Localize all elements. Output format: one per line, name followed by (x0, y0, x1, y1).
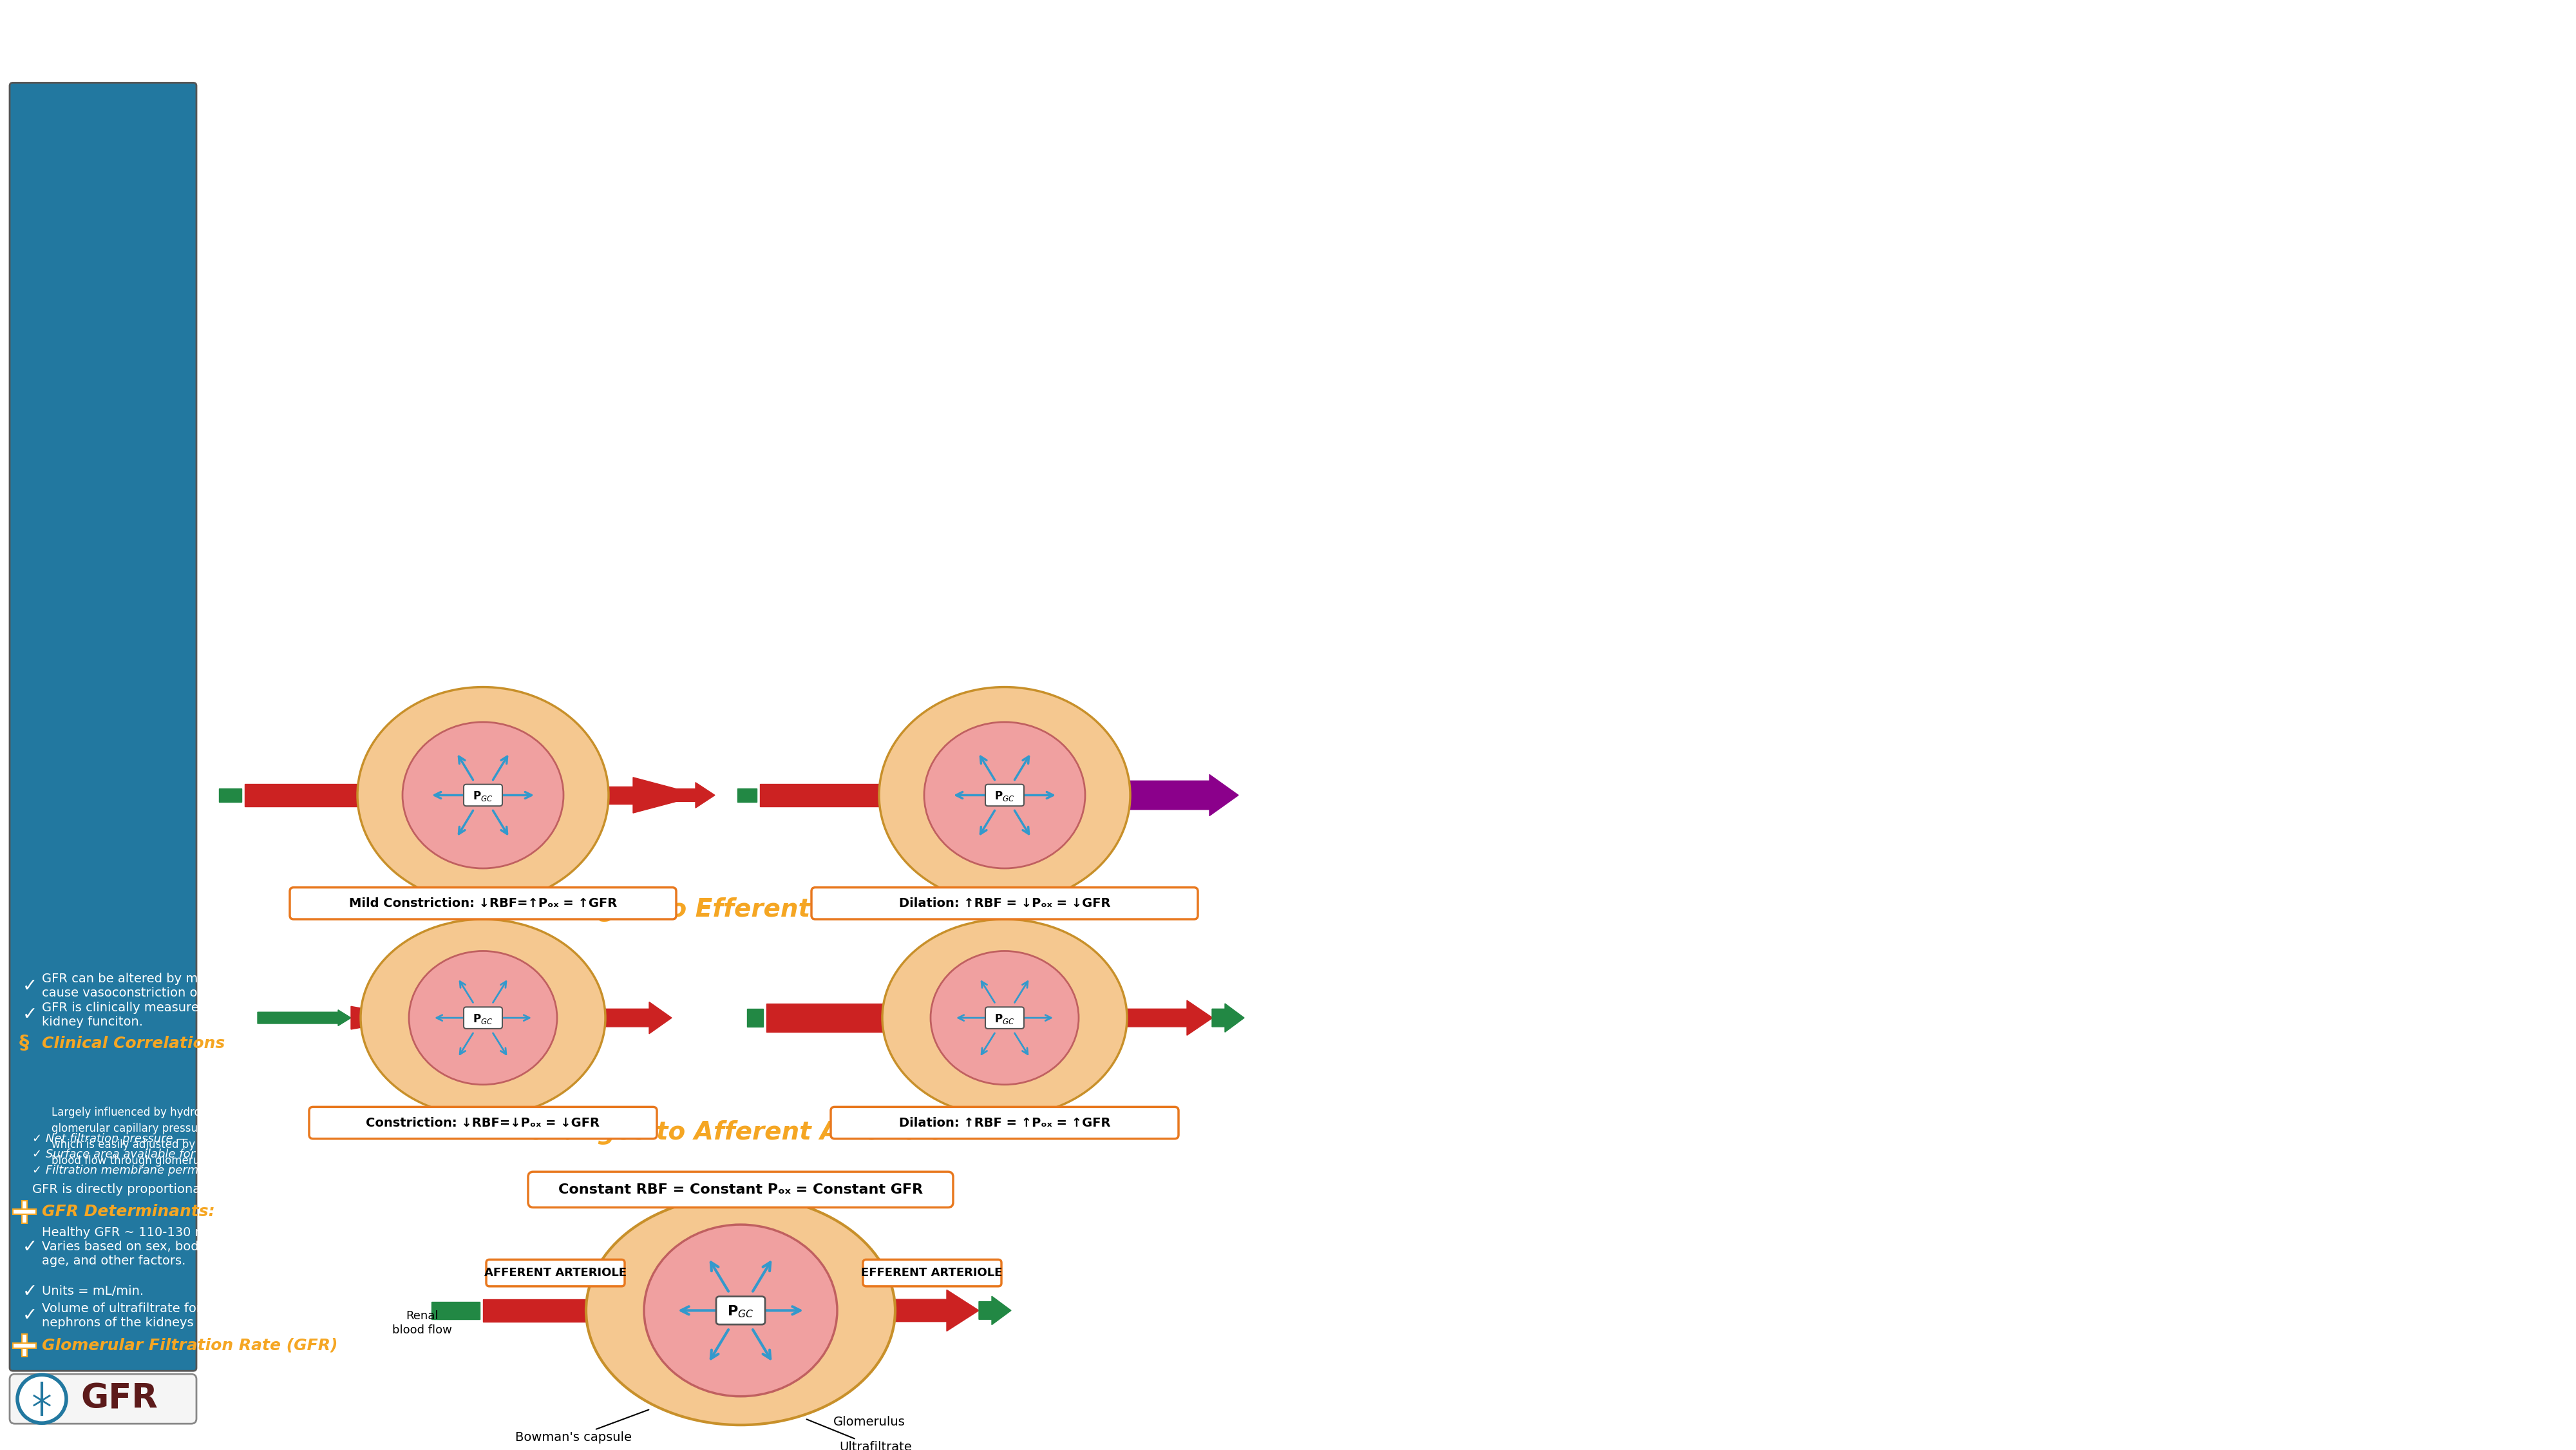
FancyBboxPatch shape (464, 1008, 502, 1028)
FancyBboxPatch shape (528, 1172, 953, 1208)
FancyArrow shape (768, 1003, 917, 1032)
Text: Changes to Afferent Arteriole:: Changes to Afferent Arteriole: (528, 1119, 953, 1144)
FancyBboxPatch shape (10, 83, 196, 1370)
Ellipse shape (644, 1225, 837, 1396)
Text: P$_{GC}$: P$_{GC}$ (726, 1304, 755, 1320)
Text: Units = mL/min.: Units = mL/min. (41, 1285, 144, 1298)
Text: ✓: ✓ (23, 1006, 39, 1024)
Text: ✓: ✓ (23, 1282, 39, 1301)
Text: ✓ Filtration membrane permeability.: ✓ Filtration membrane permeability. (31, 1164, 245, 1176)
Text: EFFERENT ARTERIOLE: EFFERENT ARTERIOLE (860, 1267, 1002, 1279)
Text: Glomerulus: Glomerulus (835, 1415, 904, 1428)
FancyArrow shape (484, 1299, 587, 1321)
FancyBboxPatch shape (487, 1260, 623, 1286)
Circle shape (18, 1375, 67, 1422)
Ellipse shape (587, 1196, 896, 1425)
FancyArrow shape (386, 1012, 402, 1022)
Ellipse shape (361, 919, 605, 1116)
Ellipse shape (878, 687, 1131, 903)
Text: ✓: ✓ (23, 977, 39, 995)
FancyArrow shape (569, 786, 634, 805)
Bar (13, 1209, 36, 1215)
Text: GFR is clinically measured to evaluate
kidney funciton.: GFR is clinically measured to evaluate k… (41, 1002, 281, 1028)
Text: Mild Constriction: ↓RBF=↑Pₒₓ = ↑GFR: Mild Constriction: ↓RBF=↑Pₒₓ = ↑GFR (348, 898, 618, 909)
FancyArrow shape (219, 789, 242, 802)
Text: Largely influenced by hydrostatic
glomerular capillary pressure (Pₒₓ),
which is : Largely influenced by hydrostatic glomer… (52, 1106, 240, 1167)
FancyArrow shape (737, 789, 757, 802)
FancyBboxPatch shape (716, 1296, 765, 1324)
FancyArrow shape (569, 1002, 672, 1034)
Text: Changes to Efferent Arteriole:: Changes to Efferent Arteriole: (528, 898, 953, 922)
FancyBboxPatch shape (984, 1008, 1025, 1028)
Ellipse shape (402, 722, 564, 869)
Text: Volume of ultrafiltrate formed by all
nephrons of the kidneys per minute.: Volume of ultrafiltrate formed by all ne… (41, 1302, 270, 1328)
FancyArrow shape (433, 1302, 479, 1320)
Text: P$_{GC}$: P$_{GC}$ (994, 1012, 1015, 1025)
FancyArrow shape (1090, 1000, 1213, 1035)
FancyArrow shape (675, 783, 716, 808)
Text: Clinical Correlations: Clinical Correlations (41, 1035, 224, 1051)
Text: Renal
blood flow: Renal blood flow (392, 1309, 451, 1335)
Text: P$_{GC}$: P$_{GC}$ (474, 790, 492, 803)
FancyArrow shape (850, 1291, 979, 1331)
Polygon shape (350, 1006, 386, 1030)
Bar (21, 1201, 26, 1224)
FancyArrow shape (979, 1296, 1010, 1325)
Text: ✓ Surface area available for filtration.: ✓ Surface area available for filtration. (31, 1148, 252, 1160)
Text: Constriction: ↓RBF=↓Pₒₓ = ↓GFR: Constriction: ↓RBF=↓Pₒₓ = ↓GFR (366, 1116, 600, 1130)
Text: ✓: ✓ (23, 1238, 39, 1256)
Text: Healthy GFR ~ 110-130 mL/min.;
Varies based on sex, body composition,
age, and o: Healthy GFR ~ 110-130 mL/min.; Varies ba… (41, 1227, 291, 1267)
Text: Constant RBF = Constant Pₒₓ = Constant GFR: Constant RBF = Constant Pₒₓ = Constant G… (559, 1183, 922, 1196)
FancyArrow shape (258, 1009, 350, 1025)
Text: Baseline:: Baseline: (667, 1386, 814, 1414)
FancyBboxPatch shape (829, 1106, 1180, 1138)
Text: Bowman's capsule: Bowman's capsule (515, 1409, 649, 1444)
Ellipse shape (410, 951, 556, 1085)
FancyArrow shape (1090, 774, 1239, 816)
FancyBboxPatch shape (984, 784, 1025, 806)
FancyBboxPatch shape (309, 1106, 657, 1138)
FancyArrow shape (747, 1009, 762, 1027)
Bar (21, 1334, 26, 1357)
Ellipse shape (930, 951, 1079, 1085)
Text: Ultrafiltrate: Ultrafiltrate (806, 1420, 912, 1450)
Text: ✓: ✓ (23, 1306, 39, 1325)
FancyArrow shape (1213, 1003, 1244, 1032)
FancyBboxPatch shape (811, 887, 1198, 919)
FancyBboxPatch shape (464, 784, 502, 806)
Text: GFR is directly proportional to:: GFR is directly proportional to: (31, 1183, 224, 1196)
Ellipse shape (881, 919, 1128, 1116)
Text: Dilation: ↑RBF = ↓Pₒₓ = ↓GFR: Dilation: ↑RBF = ↓Pₒₓ = ↓GFR (899, 898, 1110, 909)
Text: GFR can be altered by medications that
cause vasoconstriction or vasodilation.: GFR can be altered by medications that c… (41, 973, 291, 999)
Ellipse shape (358, 687, 608, 903)
Text: §: § (21, 1034, 28, 1053)
Polygon shape (634, 777, 675, 813)
Bar (13, 1343, 36, 1348)
Text: P$_{GC}$: P$_{GC}$ (474, 1012, 492, 1025)
FancyBboxPatch shape (10, 1375, 196, 1424)
Text: GFR: GFR (80, 1382, 157, 1415)
Text: ✓ Net filtration pressure —: ✓ Net filtration pressure — (31, 1132, 188, 1144)
Ellipse shape (925, 722, 1084, 869)
Text: Dilation: ↑RBF = ↑Pₒₓ = ↑GFR: Dilation: ↑RBF = ↑Pₒₓ = ↑GFR (899, 1116, 1110, 1130)
Text: P$_{GC}$: P$_{GC}$ (994, 790, 1015, 803)
Text: Glomerular Filtration Rate (GFR): Glomerular Filtration Rate (GFR) (41, 1338, 337, 1353)
FancyArrow shape (245, 784, 399, 806)
FancyBboxPatch shape (289, 887, 675, 919)
FancyArrow shape (760, 784, 917, 806)
Text: AFFERENT ARTERIOLE: AFFERENT ARTERIOLE (484, 1267, 626, 1279)
Text: GFR Determinants:: GFR Determinants: (41, 1204, 214, 1219)
FancyBboxPatch shape (863, 1260, 1002, 1286)
